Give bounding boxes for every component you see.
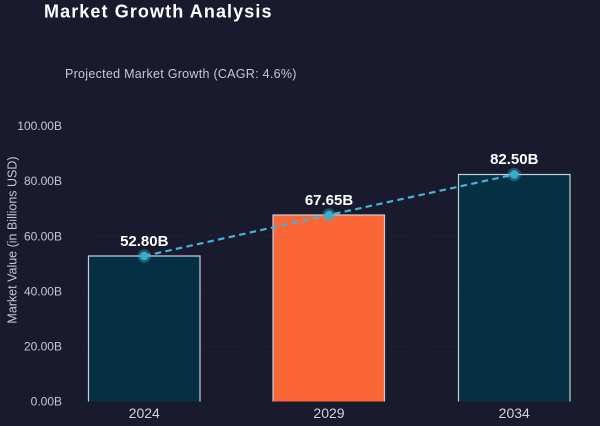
svg-text:80.00B: 80.00B [24,174,62,188]
svg-text:2034: 2034 [499,405,530,421]
svg-text:20.00B: 20.00B [24,340,62,354]
svg-text:60.00B: 60.00B [24,229,62,243]
svg-text:52.80B: 52.80B [120,233,169,250]
svg-text:Projected Market Growth (CAGR:: Projected Market Growth (CAGR: 4.6%) [65,67,297,81]
svg-text:67.65B: 67.65B [305,192,354,209]
svg-text:2029: 2029 [313,405,344,421]
svg-text:Market Growth Analysis: Market Growth Analysis [44,2,273,22]
svg-text:82.50B: 82.50B [490,151,539,168]
svg-text:100.00B: 100.00B [17,119,62,133]
svg-text:0.00B: 0.00B [31,395,62,409]
svg-text:Market Value (in Billions USD): Market Value (in Billions USD) [6,156,20,323]
svg-text:2024: 2024 [129,405,160,421]
svg-text:40.00B: 40.00B [24,284,62,298]
